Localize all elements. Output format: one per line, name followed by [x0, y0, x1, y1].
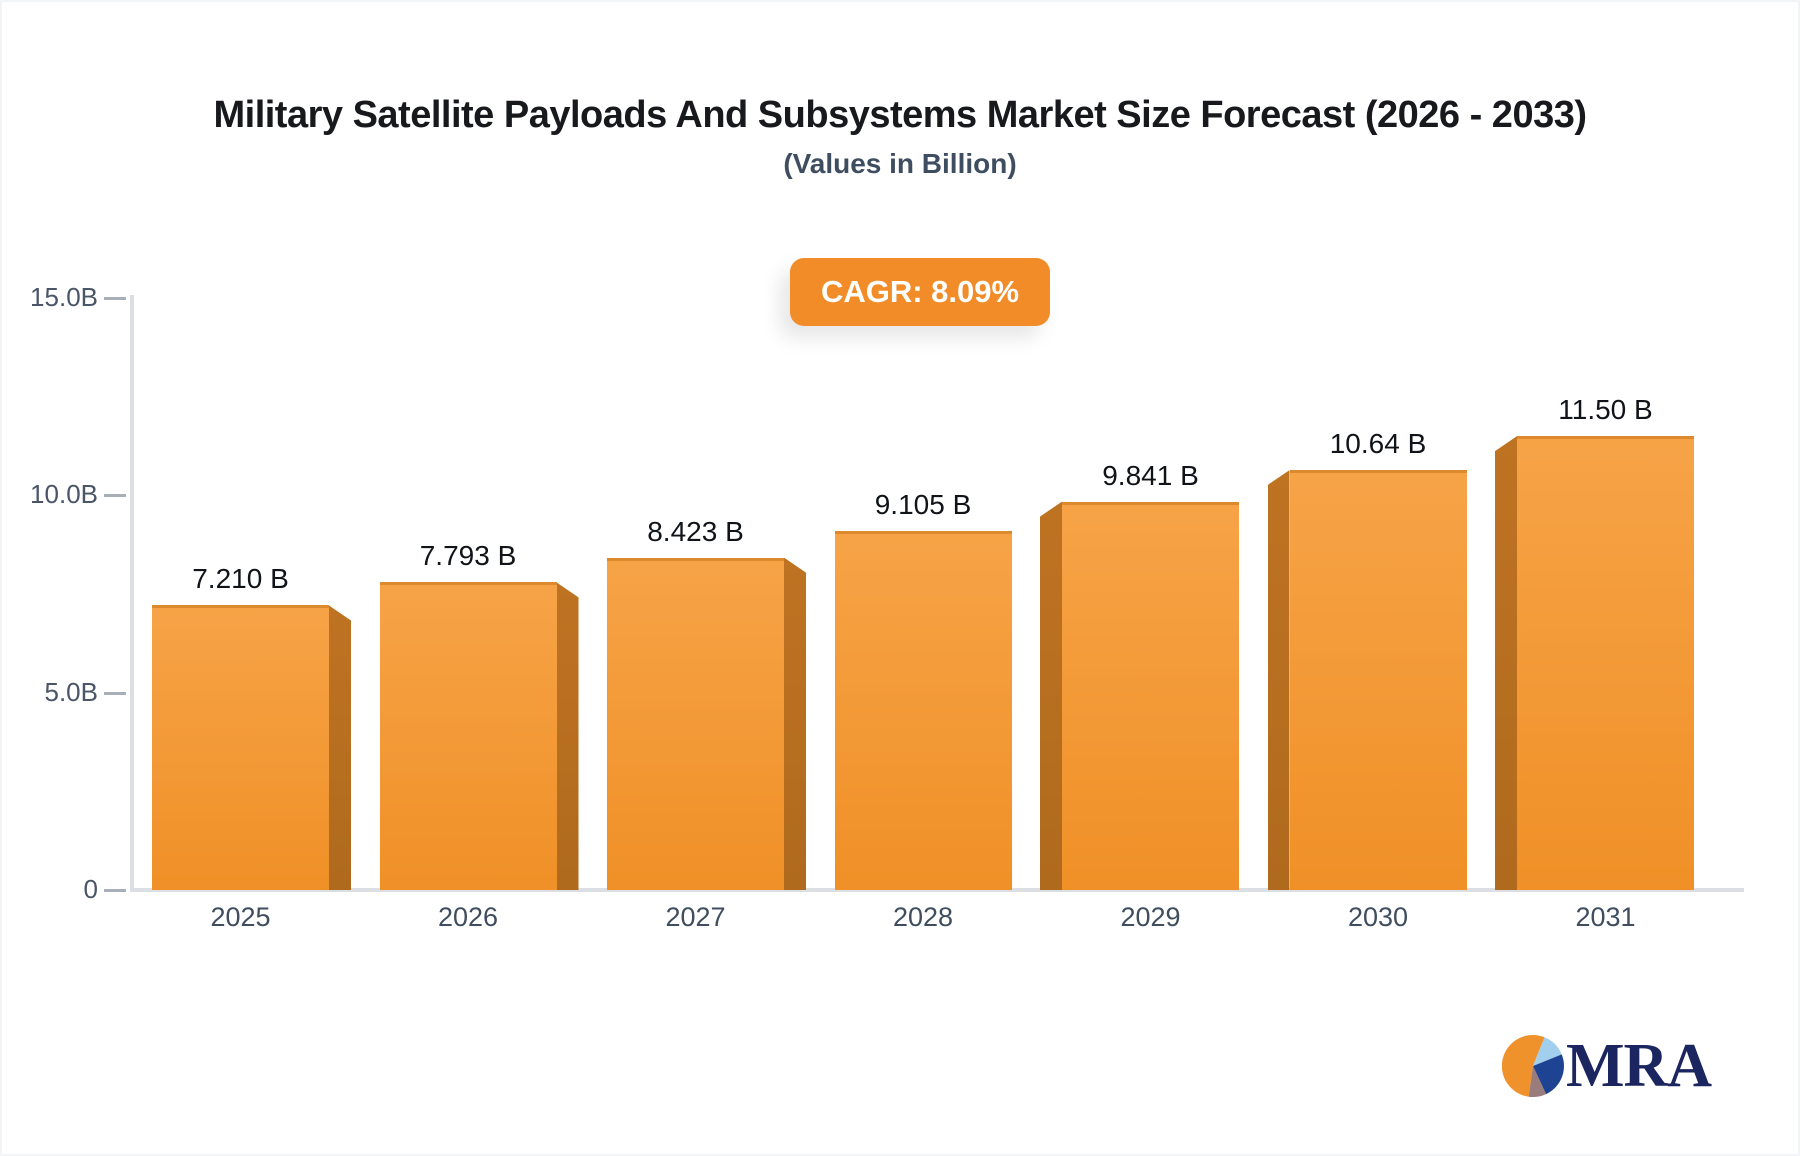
- cagr-badge-label: CAGR: 8.09%: [820, 274, 1020, 309]
- bar-value-label-2030: 10.64 B: [1329, 428, 1427, 460]
- bar-side-2029: [1040, 501, 1062, 890]
- mra-logo-text: MRA: [1566, 1032, 1712, 1100]
- bar-2025: [152, 605, 329, 890]
- y-tick-label-5.0B: 5.0B: [44, 676, 99, 707]
- mra-logo-pie-icon: [1502, 1035, 1564, 1097]
- bar-value-label-2027: 8.423 B: [647, 515, 744, 547]
- mra-logo: MRA: [1502, 1032, 1712, 1100]
- bar-2031: [1517, 436, 1694, 890]
- x-tick-label-2025: 2025: [210, 902, 271, 932]
- bar-value-label-2025: 7.210 B: [192, 563, 289, 595]
- x-tick-label-2030: 2030: [1347, 902, 1409, 932]
- bar-2026: [379, 582, 557, 890]
- bar-2027: [607, 557, 784, 890]
- cagr-badge: CAGR: 8.09%: [790, 258, 1050, 326]
- x-tick-label-2027: 2027: [665, 902, 726, 932]
- bar-2029: [1062, 501, 1239, 890]
- x-tick-label-2029: 2029: [1120, 902, 1181, 932]
- y-tick-mark: [104, 889, 126, 892]
- chart-title: Military Satellite Payloads And Subsyste…: [213, 94, 1587, 136]
- x-tick-label-2028: 2028: [892, 902, 954, 932]
- y-tick-mark: [104, 691, 126, 695]
- bar-side-2030: [1267, 470, 1290, 890]
- bar-side-2025: [329, 605, 351, 890]
- y-tick-mark: [104, 297, 126, 300]
- bar-value-label-2031: 11.50 B: [1558, 394, 1653, 426]
- y-axis-line: [130, 295, 134, 890]
- x-axis-line: [130, 888, 1744, 892]
- bar-2030: [1289, 470, 1467, 890]
- bar-side-2026: [556, 582, 579, 890]
- bar-side-2027: [784, 557, 806, 890]
- bar-value-label-2028: 9.105 B: [874, 488, 972, 520]
- chart-subtitle: (Values in Billion): [783, 148, 1017, 179]
- y-tick-mark: [104, 494, 126, 498]
- y-tick-label-15.0B: 15.0B: [30, 282, 98, 312]
- x-tick-label-2031: 2031: [1575, 902, 1636, 932]
- y-tick-label-0: 0: [83, 874, 98, 904]
- y-tick-label-10.0B: 10.0B: [30, 479, 98, 510]
- bar-value-label-2026: 7.793 B: [419, 540, 517, 572]
- bar-2028: [834, 530, 1012, 890]
- bar-value-label-2029: 9.841 B: [1102, 459, 1199, 491]
- bar-side-2031: [1495, 436, 1517, 890]
- x-tick-label-2026: 2026: [437, 902, 499, 932]
